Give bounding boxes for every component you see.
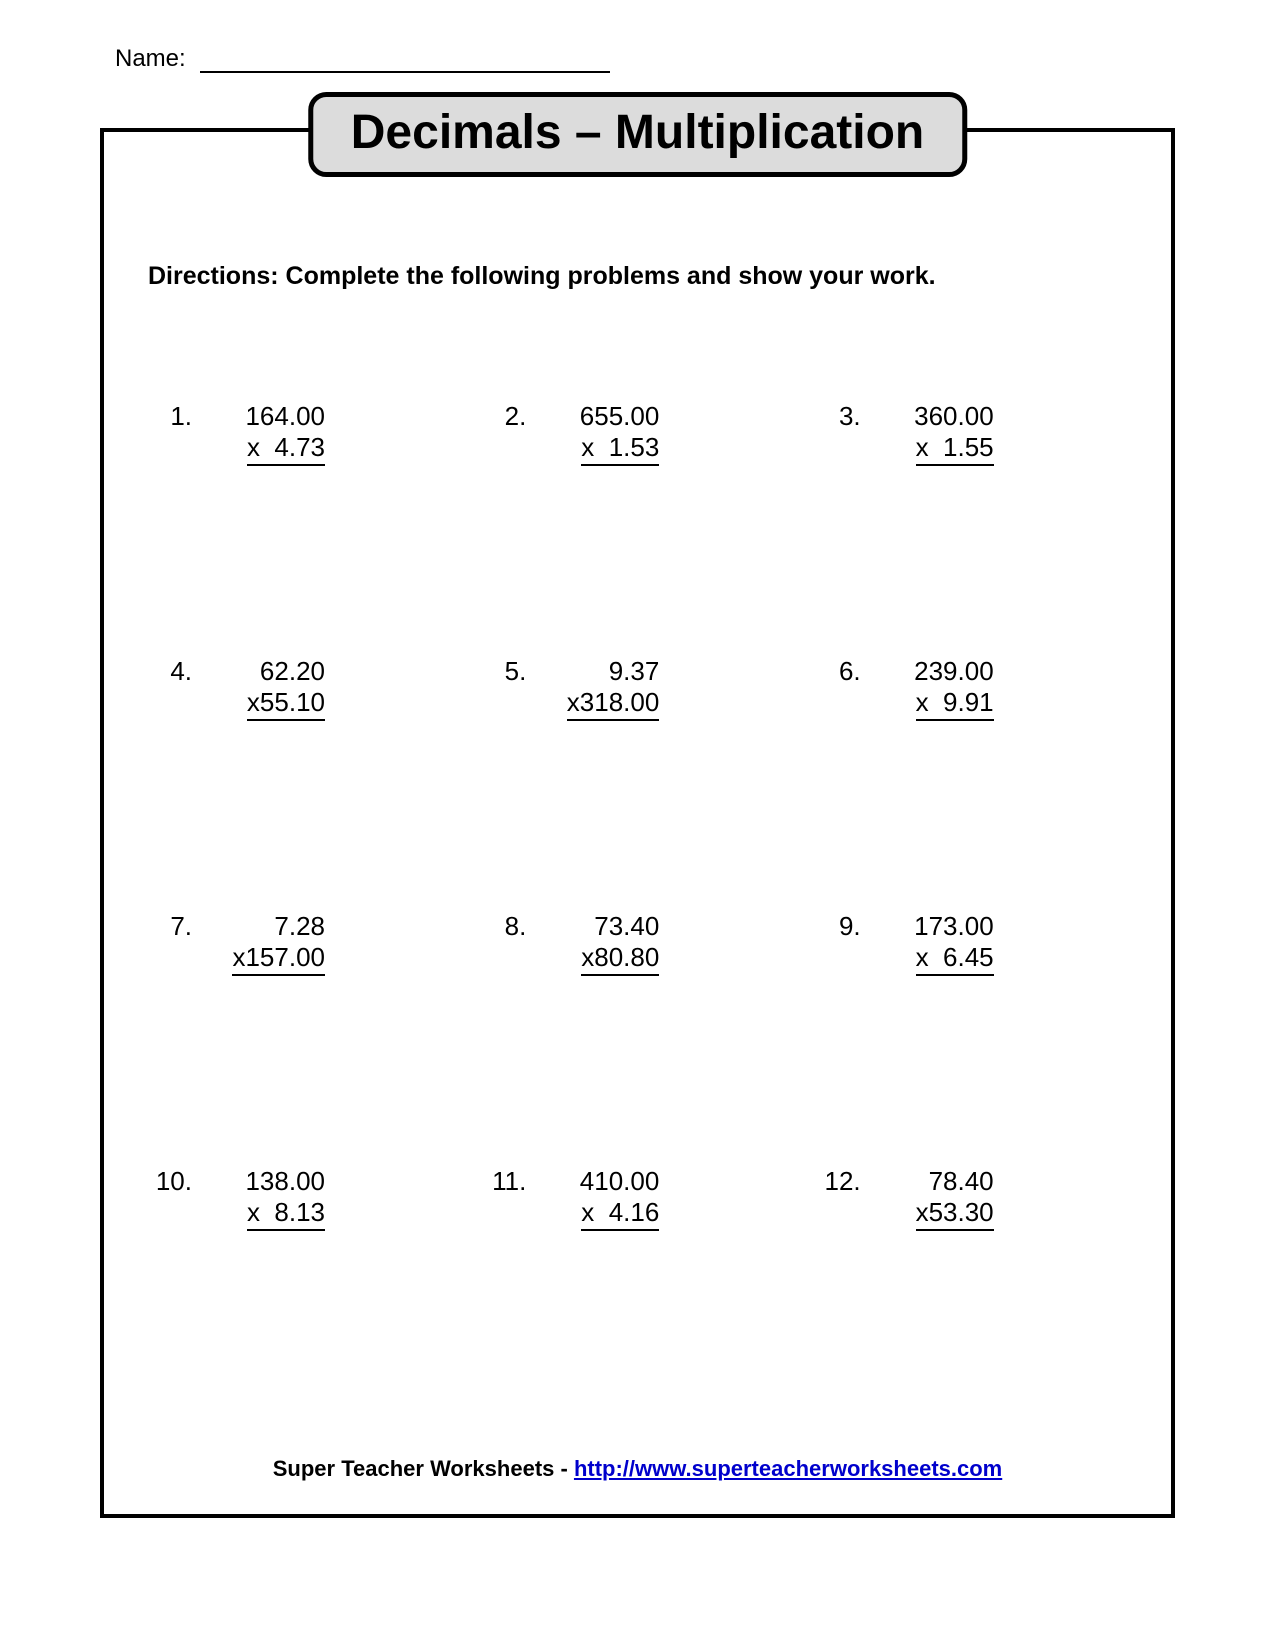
multiplicand: 173.00 (914, 911, 994, 942)
problem-number: 1. (148, 401, 200, 432)
problem-number: 2. (482, 401, 534, 432)
footer: Super Teacher Worksheets - http://www.su… (104, 1456, 1171, 1482)
multiplicand: 78.40 (929, 1166, 994, 1197)
problem-calc: 164.00 x 4.73 (200, 401, 325, 466)
problem-item: 5. 9.37 x318.00 (482, 656, 796, 721)
multiplicand: 138.00 (245, 1166, 325, 1197)
multiplier: x 1.55 (916, 432, 994, 466)
problem-calc: 138.00 x 8.13 (200, 1166, 325, 1231)
multiplier: x 8.13 (247, 1197, 325, 1231)
problem-item: 3. 360.00 x 1.55 (817, 401, 1131, 466)
problem-item: 4. 62.20 x55.10 (148, 656, 462, 721)
problem-number: 9. (817, 911, 869, 942)
worksheet-frame: Decimals – Multiplication Directions: Co… (100, 128, 1175, 1518)
problem-number: 8. (482, 911, 534, 942)
multiplier: x 9.91 (916, 687, 994, 721)
multiplicand: 164.00 (245, 401, 325, 432)
problem-calc: 9.37 x318.00 (534, 656, 659, 721)
multiplier: x 4.16 (581, 1197, 659, 1231)
multiplier: x55.10 (247, 687, 325, 721)
multiplicand: 7.28 (274, 911, 325, 942)
problem-number: 7. (148, 911, 200, 942)
problem-calc: 173.00 x 6.45 (869, 911, 994, 976)
problem-calc: 78.40 x53.30 (869, 1166, 994, 1231)
multiplicand: 360.00 (914, 401, 994, 432)
worksheet-page: Name: Decimals – Multiplication Directio… (0, 0, 1275, 1650)
footer-link[interactable]: http://www.superteacherworksheets.com (574, 1456, 1002, 1481)
problem-item: 7. 7.28 x157.00 (148, 911, 462, 976)
directions-text: Directions: Complete the following probl… (148, 262, 1131, 291)
multiplier: x 4.73 (247, 432, 325, 466)
name-field-row: Name: (115, 45, 1175, 73)
problem-calc: 360.00 x 1.55 (869, 401, 994, 466)
multiplicand: 9.37 (609, 656, 660, 687)
problem-number: 12. (817, 1166, 869, 1197)
problem-number: 5. (482, 656, 534, 687)
footer-brand: Super Teacher Worksheets - (273, 1456, 574, 1481)
problem-calc: 62.20 x55.10 (200, 656, 325, 721)
problem-item: 8. 73.40 x80.80 (482, 911, 796, 976)
problem-calc: 410.00 x 4.16 (534, 1166, 659, 1231)
problem-number: 4. (148, 656, 200, 687)
multiplier: x 1.53 (581, 432, 659, 466)
problem-calc: 655.00 x 1.53 (534, 401, 659, 466)
name-blank-line[interactable] (200, 71, 610, 73)
problem-number: 6. (817, 656, 869, 687)
problem-number: 10. (148, 1166, 200, 1197)
problem-number: 3. (817, 401, 869, 432)
problem-item: 10. 138.00 x 8.13 (148, 1166, 462, 1231)
problem-item: 12. 78.40 x53.30 (817, 1166, 1131, 1231)
multiplicand: 239.00 (914, 656, 994, 687)
multiplier: x318.00 (567, 687, 660, 721)
multiplicand: 655.00 (580, 401, 660, 432)
multiplier: x 6.45 (916, 942, 994, 976)
problem-calc: 7.28 x157.00 (200, 911, 325, 976)
problem-item: 6. 239.00 x 9.91 (817, 656, 1131, 721)
problem-item: 9. 173.00 x 6.45 (817, 911, 1131, 976)
multiplicand: 73.40 (594, 911, 659, 942)
problem-calc: 73.40 x80.80 (534, 911, 659, 976)
problem-number: 11. (482, 1166, 534, 1197)
multiplicand: 62.20 (260, 656, 325, 687)
problem-item: 11. 410.00 x 4.16 (482, 1166, 796, 1231)
multiplicand: 410.00 (580, 1166, 660, 1197)
name-label: Name: (115, 45, 186, 72)
problems-grid: 1. 164.00 x 4.73 2. 655.00 x 1.53 3. 360… (148, 401, 1131, 1231)
multiplier: x53.30 (916, 1197, 994, 1231)
multiplier: x80.80 (581, 942, 659, 976)
problem-item: 1. 164.00 x 4.73 (148, 401, 462, 466)
problem-item: 2. 655.00 x 1.53 (482, 401, 796, 466)
problem-calc: 239.00 x 9.91 (869, 656, 994, 721)
worksheet-title: Decimals – Multiplication (308, 92, 967, 177)
multiplier: x157.00 (232, 942, 325, 976)
